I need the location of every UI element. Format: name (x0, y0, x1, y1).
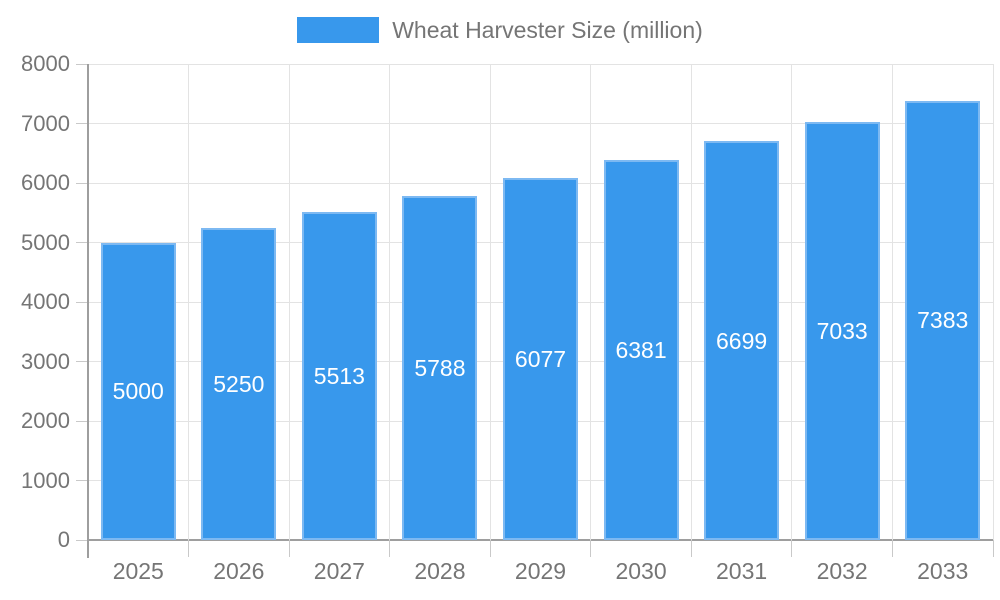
gridline-v (288, 64, 290, 540)
x-axis-tick (791, 540, 793, 557)
bar-2028[interactable]: 5788 (402, 195, 478, 540)
y-axis-tick (76, 420, 88, 422)
y-axis-tick-label: 0 (57, 527, 70, 552)
x-axis-line (88, 539, 993, 541)
bar-2030[interactable]: 6381 (603, 160, 679, 540)
bar-value-label: 5513 (313, 362, 365, 389)
x-axis-tick-label: 2031 (716, 558, 768, 584)
bar-value-label: 7383 (917, 307, 969, 334)
y-axis-tick (76, 123, 88, 124)
y-axis-tick-label: 5000 (21, 229, 70, 255)
bar-value-label: 6699 (716, 327, 768, 354)
y-axis-tick-label: 4000 (21, 289, 70, 314)
gridline-h (88, 63, 993, 65)
bar-value-label: 5250 (213, 370, 265, 397)
legend-item[interactable]: Wheat Harvester Size (million) (297, 17, 703, 43)
bar-2029[interactable]: 6077 (503, 178, 578, 540)
bar-value-label: 6381 (615, 337, 667, 364)
x-axis-tick-label: 2026 (213, 558, 265, 584)
plot-area: 0 1000 2000 3000 4000 5000 6000 7000 8000 5000 202… (21, 52, 994, 584)
gridline-v (489, 64, 491, 540)
gridline-v (992, 64, 994, 540)
gridline-v (791, 64, 793, 540)
x-axis-tick (489, 540, 491, 557)
y-axis-tick (76, 539, 88, 541)
x-axis-tick-label: 2030 (615, 558, 667, 584)
x-axis-tick (590, 540, 592, 557)
y-axis-tick (76, 182, 88, 184)
gridline-v (188, 64, 190, 540)
y-axis-tick-label: 1000 (21, 467, 70, 493)
gridline-h (88, 123, 993, 124)
gridline-v (690, 64, 692, 540)
y-axis-tick-label: 3000 (21, 348, 70, 374)
bar-value-label: 5788 (414, 354, 466, 381)
x-axis-tick (992, 540, 994, 557)
y-axis-tick (76, 242, 88, 243)
y-axis-tick-label: 8000 (21, 51, 70, 76)
x-axis-tick-label: 2028 (414, 558, 466, 584)
x-axis-tick-label: 2033 (917, 558, 969, 584)
x-axis-tick (188, 540, 190, 557)
gridline-v (389, 64, 391, 540)
y-axis-tick-label: 2000 (21, 408, 70, 433)
x-axis-tick (389, 540, 391, 557)
x-axis-tick (690, 540, 692, 557)
x-axis-tick (288, 540, 290, 557)
bar-2025[interactable]: 5000 (100, 242, 176, 540)
bar-value-label: 7033 (816, 317, 868, 344)
y-axis-line (87, 64, 89, 558)
legend: Wheat Harvester Size (million) (0, 17, 1000, 43)
y-axis-tick (76, 301, 88, 303)
x-axis-tick (891, 540, 893, 557)
bar-value-label: 5000 (112, 378, 164, 405)
x-axis-tick-label: 2025 (112, 558, 164, 584)
y-axis-tick (76, 480, 88, 481)
x-axis-tick-label: 2027 (313, 558, 365, 584)
gridline-v (590, 64, 592, 540)
y-axis-tick (76, 63, 88, 65)
legend-label: Wheat Harvester Size (million) (392, 17, 703, 43)
bar-value-label: 6077 (514, 346, 567, 373)
bar-2032[interactable]: 7033 (804, 121, 880, 540)
x-axis-tick-label: 2032 (816, 558, 868, 584)
bar-2026[interactable]: 5250 (201, 227, 277, 540)
x-axis-tick-label: 2029 (514, 558, 567, 584)
bar-2027[interactable]: 5513 (301, 211, 377, 540)
legend-swatch (297, 17, 380, 43)
bar-2031[interactable]: 6699 (704, 141, 780, 540)
gridline-v (891, 64, 893, 540)
y-axis-tick (76, 361, 88, 362)
y-axis-tick-label: 6000 (21, 170, 70, 195)
bar-2033[interactable]: 7383 (905, 100, 981, 540)
y-axis-tick-label: 7000 (21, 110, 70, 136)
